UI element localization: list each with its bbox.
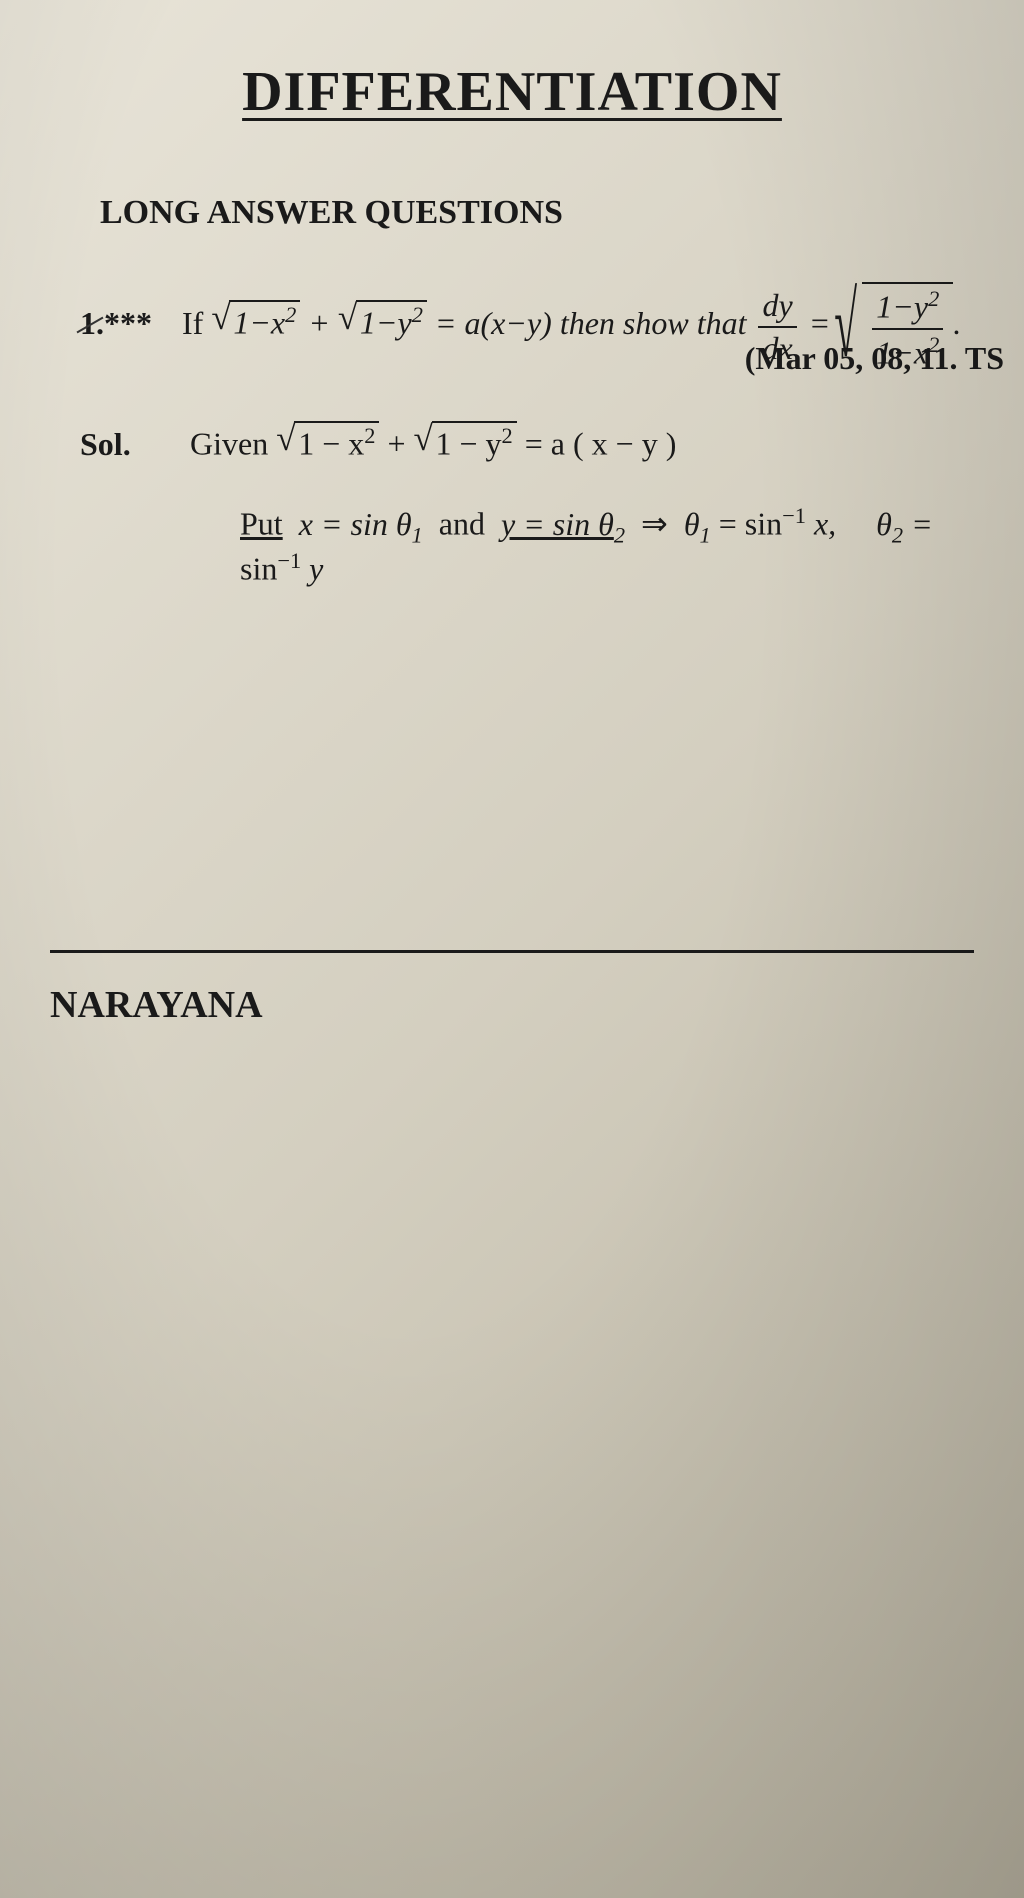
solution-block: Sol. Given 1 − x2 + 1 − y2 = a ( x − y )… [80, 421, 974, 587]
put-word: Put [240, 506, 283, 542]
question-number: 1.*** [80, 305, 152, 342]
ratio-fraction: 1−y2 1−x2 [872, 286, 943, 371]
big-sqrt: 1−y2 1−x2 [838, 282, 953, 371]
sol-sqrt-1-x2: 1 − x2 [276, 421, 379, 463]
then-text: then show that [560, 305, 747, 341]
chapter-title: DIFFERENTIATION [50, 60, 974, 124]
implies-symbol: ⇒ [641, 506, 668, 542]
frac-num: dy [758, 287, 796, 328]
equals: = [809, 305, 831, 341]
section-heading: LONG ANSWER QUESTIONS [100, 194, 974, 232]
sqrt-1-y2: 1−y2 [338, 300, 427, 342]
sqrt-1-x2: 1−x2 [211, 300, 300, 342]
solution-label: Sol. [80, 426, 150, 463]
solution-given: Given 1 − x2 + 1 − y2 = a ( x − y ) [190, 421, 974, 463]
and-word: and [439, 506, 485, 542]
put-line: Put x = sin θ1 and y = sin θ2 ⇒ θ1 = sin… [240, 503, 974, 588]
sol-sqrt-1-y2: 1 − y2 [414, 421, 517, 463]
lead-word: If [182, 305, 203, 341]
eq-rhs: = a(x−y) [435, 305, 552, 341]
given-word: Given [190, 426, 268, 462]
footer-rule: NARAYANA [50, 950, 974, 1027]
sol-eq-rhs: = a ( x − y ) [525, 426, 677, 462]
question-text: If 1−x2 + 1−y2 = a(x−y) then show that d… [182, 282, 974, 371]
question-block: 1.*** If 1−x2 + 1−y2 = a(x−y) then show … [80, 282, 974, 371]
footer-text: NARAYANA [50, 983, 974, 1027]
